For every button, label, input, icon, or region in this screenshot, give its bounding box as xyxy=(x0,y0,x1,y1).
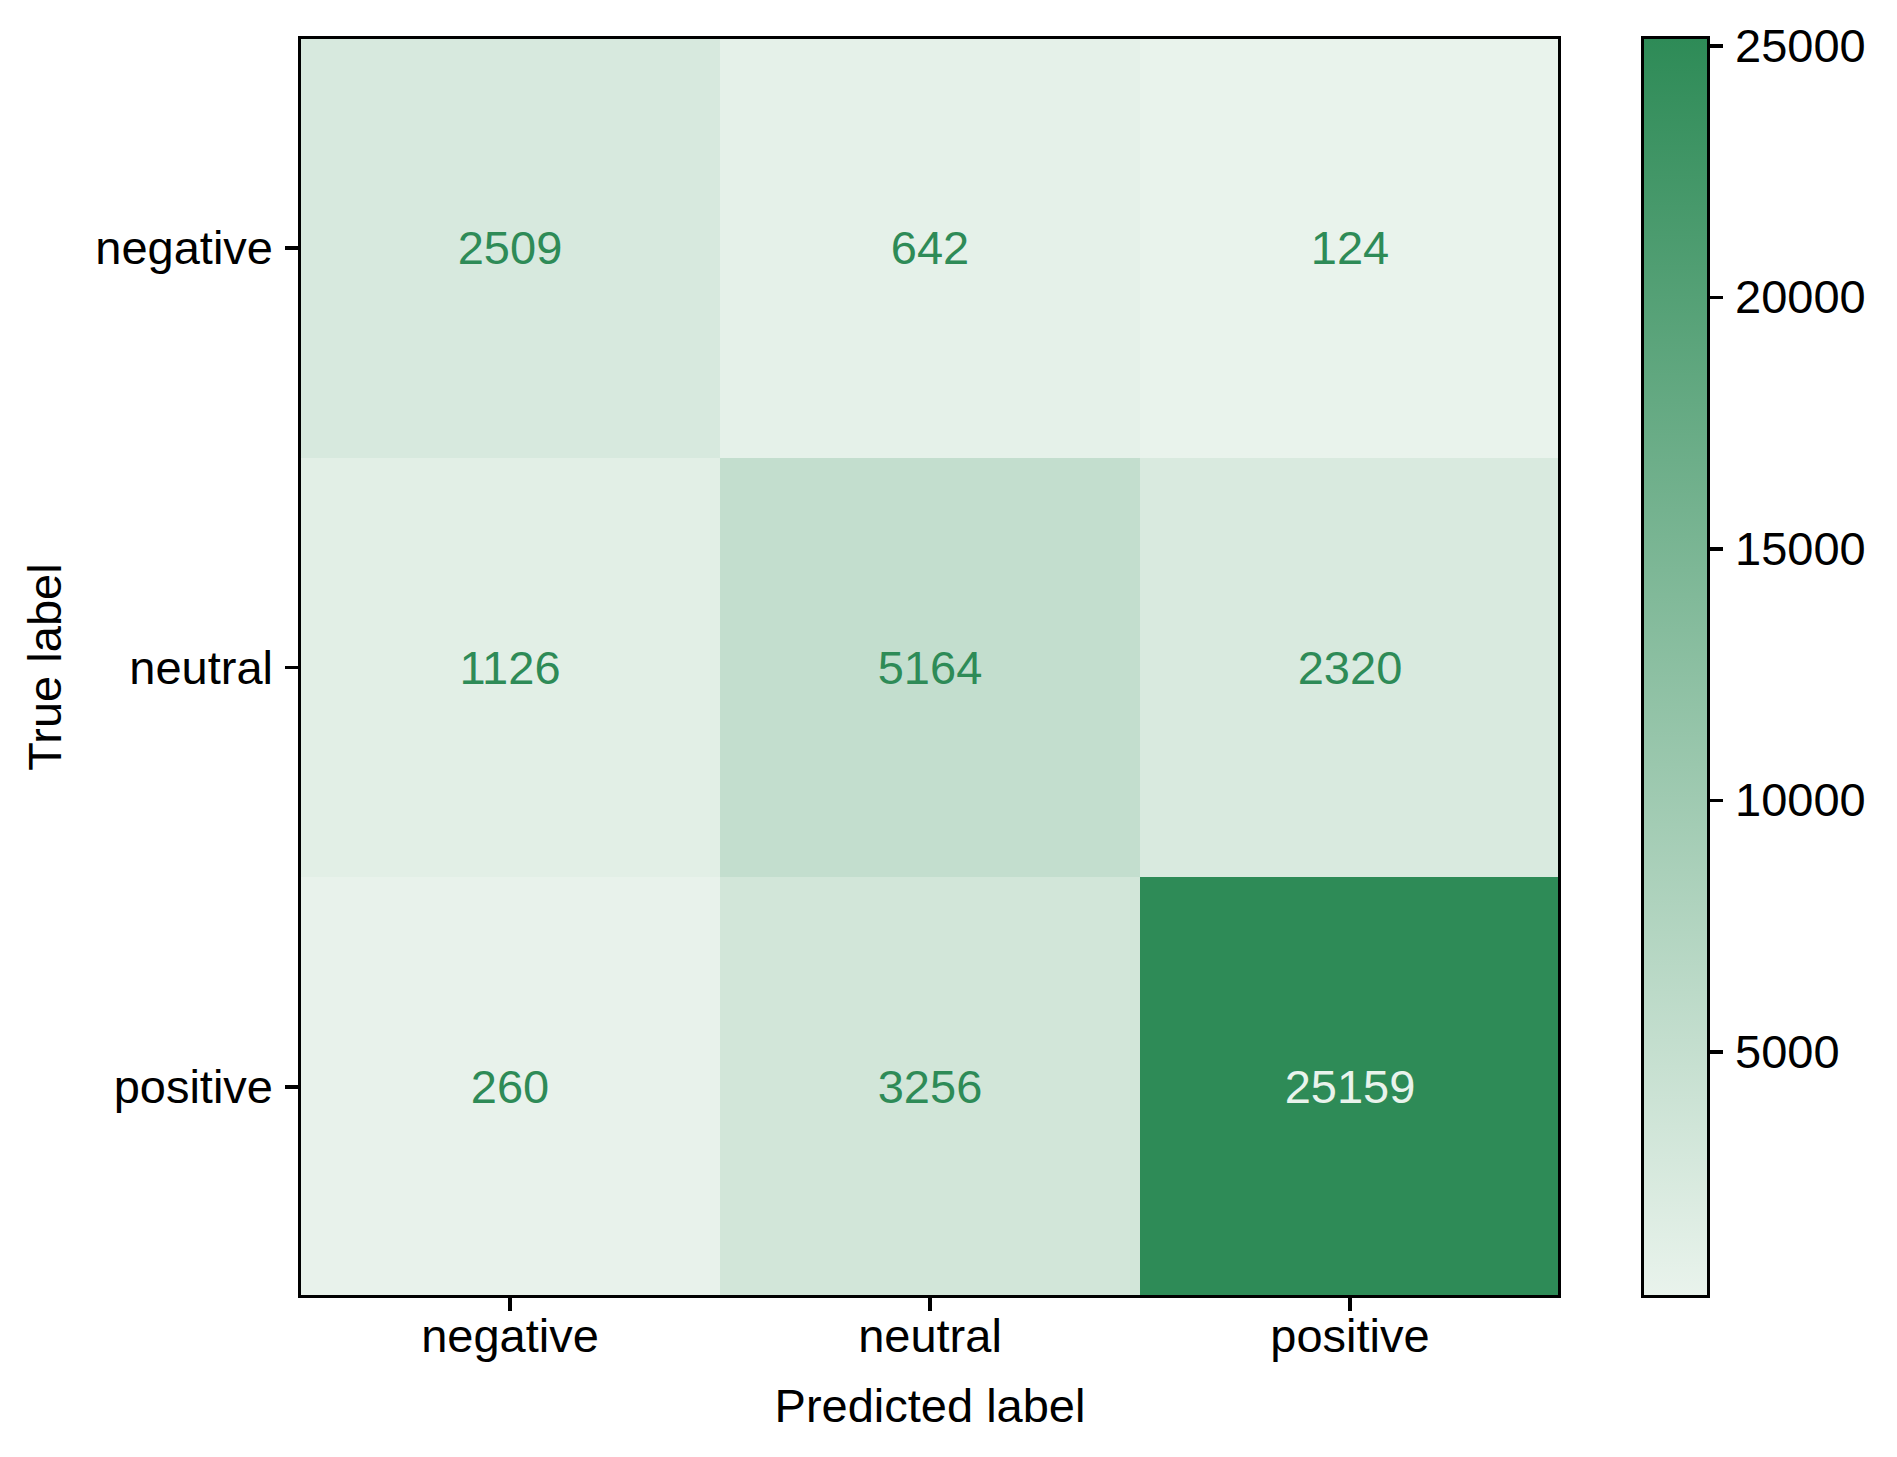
colorbar xyxy=(1641,36,1710,1298)
colorbar-tick-mark xyxy=(1709,296,1723,300)
cell-value: 25159 xyxy=(1285,1061,1416,1113)
colorbar-tick-mark xyxy=(1709,1050,1723,1054)
y-tick-label: positive xyxy=(114,1061,273,1113)
cell-value: 2509 xyxy=(458,222,563,274)
y-tick-label: neutral xyxy=(129,642,273,694)
cell-value: 3256 xyxy=(878,1061,983,1113)
y-tick-mark xyxy=(285,666,299,670)
colorbar-tick-label: 10000 xyxy=(1735,774,1866,826)
x-axis-label: Predicted label xyxy=(775,1380,1086,1432)
y-tick-mark xyxy=(285,246,299,250)
x-tick-label: negative xyxy=(421,1310,599,1362)
cell-value: 2320 xyxy=(1298,642,1403,694)
x-tick-label: neutral xyxy=(858,1310,1002,1362)
cell-value: 1126 xyxy=(459,642,560,694)
colorbar-tick-mark xyxy=(1709,799,1723,803)
colorbar-tick-mark xyxy=(1709,44,1723,48)
colorbar-tick-label: 25000 xyxy=(1735,20,1866,72)
colorbar-tick-label: 5000 xyxy=(1735,1026,1840,1078)
y-tick-label: negative xyxy=(95,222,273,274)
cell-value: 5164 xyxy=(878,642,983,694)
confusion-matrix-figure: negative neutral positive negative neutral po… xyxy=(0,0,1897,1457)
colorbar-tick-label: 15000 xyxy=(1735,523,1866,575)
cell-value: 124 xyxy=(1311,222,1389,274)
y-axis-label: True label xyxy=(19,563,71,770)
colorbar-tick-mark xyxy=(1709,547,1723,551)
colorbar-tick-label: 20000 xyxy=(1735,271,1866,323)
x-tick-label: positive xyxy=(1270,1310,1429,1362)
y-tick-mark xyxy=(285,1085,299,1089)
cell-value: 260 xyxy=(471,1061,549,1113)
cell-value: 642 xyxy=(891,222,969,274)
